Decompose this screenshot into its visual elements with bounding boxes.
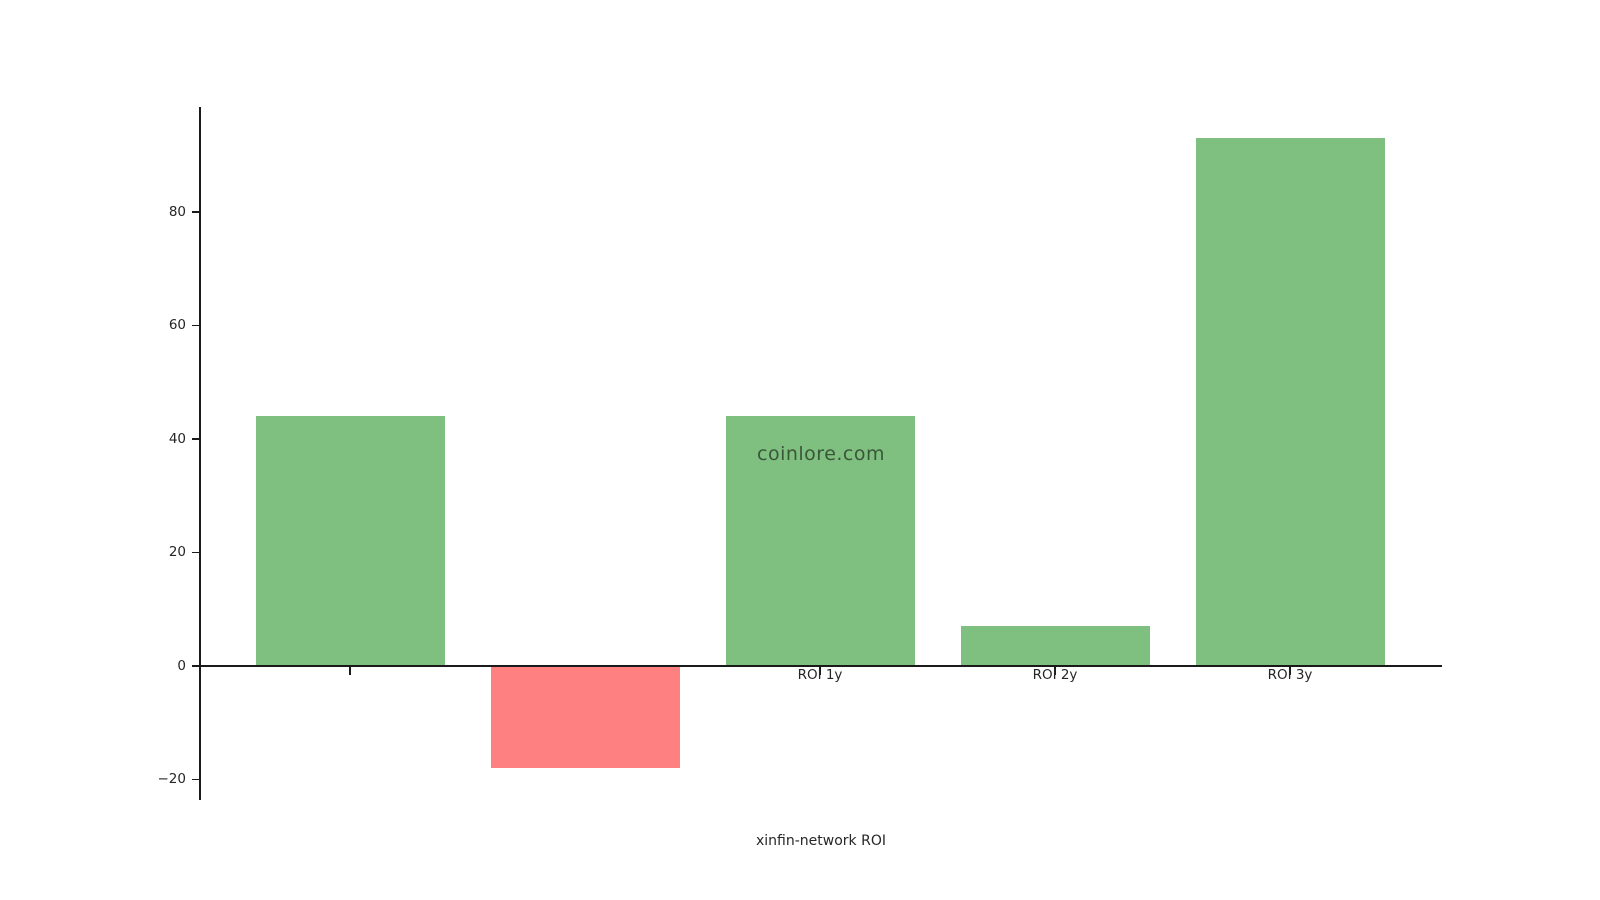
y-axis-tick	[192, 324, 200, 327]
y-axis-tick	[192, 551, 200, 554]
x-axis-tick	[349, 666, 351, 675]
y-axis-line	[199, 107, 201, 800]
y-axis-tick	[192, 438, 200, 440]
watermark-text: coinlore.com	[757, 443, 885, 465]
chart-title: xinfin-network ROI	[756, 833, 886, 849]
bar-ROI 2y	[960, 626, 1150, 666]
x-axis-tick	[1054, 666, 1056, 675]
x-axis-tick	[819, 666, 821, 675]
x-axis-tick-label: ROI 2y	[1032, 667, 1078, 683]
y-axis-tick-label: 20	[168, 544, 186, 560]
x-axis-line	[199, 665, 1442, 667]
y-axis-tick	[192, 778, 200, 781]
y-axis-tick	[192, 211, 200, 213]
bar-ROI 3y	[1195, 138, 1385, 666]
bar-unlabeled-1	[255, 416, 445, 666]
x-axis-tick-label: ROI 3y	[1267, 667, 1313, 683]
y-axis-tick-label: 80	[168, 203, 186, 220]
bar-ROI 1y	[725, 416, 915, 666]
bar-unlabeled-2	[490, 666, 680, 769]
y-axis-tick	[192, 665, 200, 667]
y-axis-tick-label: 60	[168, 317, 186, 333]
y-axis-tick-label: −20	[157, 771, 187, 787]
y-axis-tick-label: 0	[177, 657, 186, 674]
x-axis-tick-label: ROI 1y	[797, 667, 843, 683]
y-axis-tick-label: 40	[168, 430, 186, 447]
x-axis-tick	[1289, 666, 1291, 675]
